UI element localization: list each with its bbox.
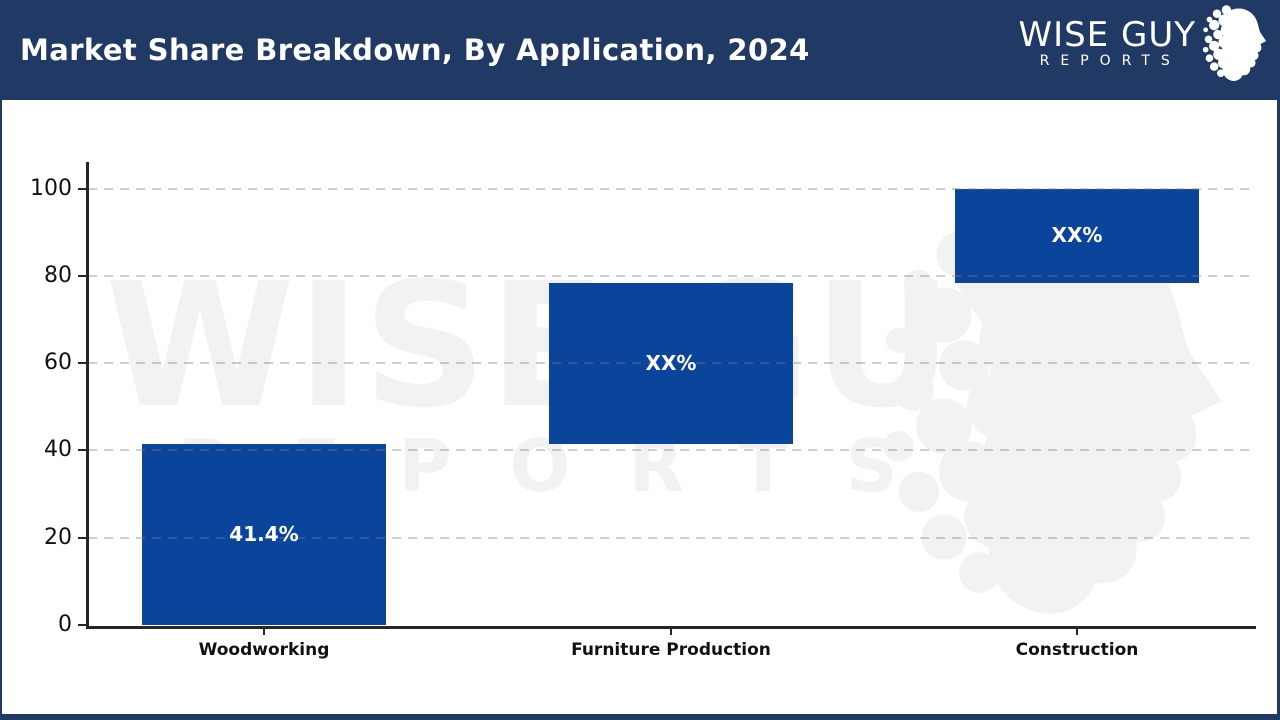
y-tick-mark <box>78 536 87 539</box>
y-tick-label: 40 <box>44 437 72 463</box>
brand-text: WISE GUY REPORTS <box>1018 18 1196 69</box>
brand-face-icon <box>1200 4 1268 84</box>
brand-name: WISE GUY <box>1018 15 1196 56</box>
page-title: Market Share Breakdown, By Application, … <box>20 33 810 67</box>
y-tick-label: 60 <box>44 350 72 376</box>
y-tick-label: 20 <box>44 524 72 550</box>
y-tick-mark <box>78 624 87 626</box>
x-tick-mark <box>263 626 265 635</box>
gridline-80 <box>88 274 1254 277</box>
header-band: Market Share Breakdown, By Application, … <box>0 0 1280 100</box>
bar-value-label: XX% <box>645 350 697 375</box>
x-category-label: Construction <box>1015 640 1139 660</box>
brand-logo: WISE GUY REPORTS <box>1018 4 1268 84</box>
bar-value-label: 41.4% <box>229 521 299 546</box>
y-axis-line <box>86 162 89 629</box>
chart-area: WISE GUY REPORTS 0 20 40 60 80 100 41.4% Woodwo… <box>0 100 1280 714</box>
x-tick-mark <box>670 626 672 635</box>
bar-furniture-production <box>549 283 793 445</box>
y-tick-label: 0 <box>58 612 72 637</box>
gridline-20 <box>88 536 1254 539</box>
y-tick-label: 100 <box>30 175 72 201</box>
y-tick-mark <box>78 187 87 190</box>
x-category-label: Furniture Production <box>571 640 771 660</box>
gridline-60 <box>88 362 1254 365</box>
bar-woodworking <box>142 444 386 625</box>
bar-value-label: XX% <box>1051 222 1103 247</box>
x-tick-mark <box>1076 626 1078 635</box>
x-category-label: Woodworking <box>198 640 330 660</box>
y-tick-mark <box>78 449 87 452</box>
gridline-100 <box>88 187 1254 190</box>
gridline-40 <box>88 449 1254 452</box>
y-tick-mark <box>78 362 87 365</box>
y-tick-mark <box>78 274 87 277</box>
y-tick-label: 80 <box>44 262 72 288</box>
bar-construction <box>955 188 1199 284</box>
brand-subname: REPORTS <box>1039 53 1181 70</box>
